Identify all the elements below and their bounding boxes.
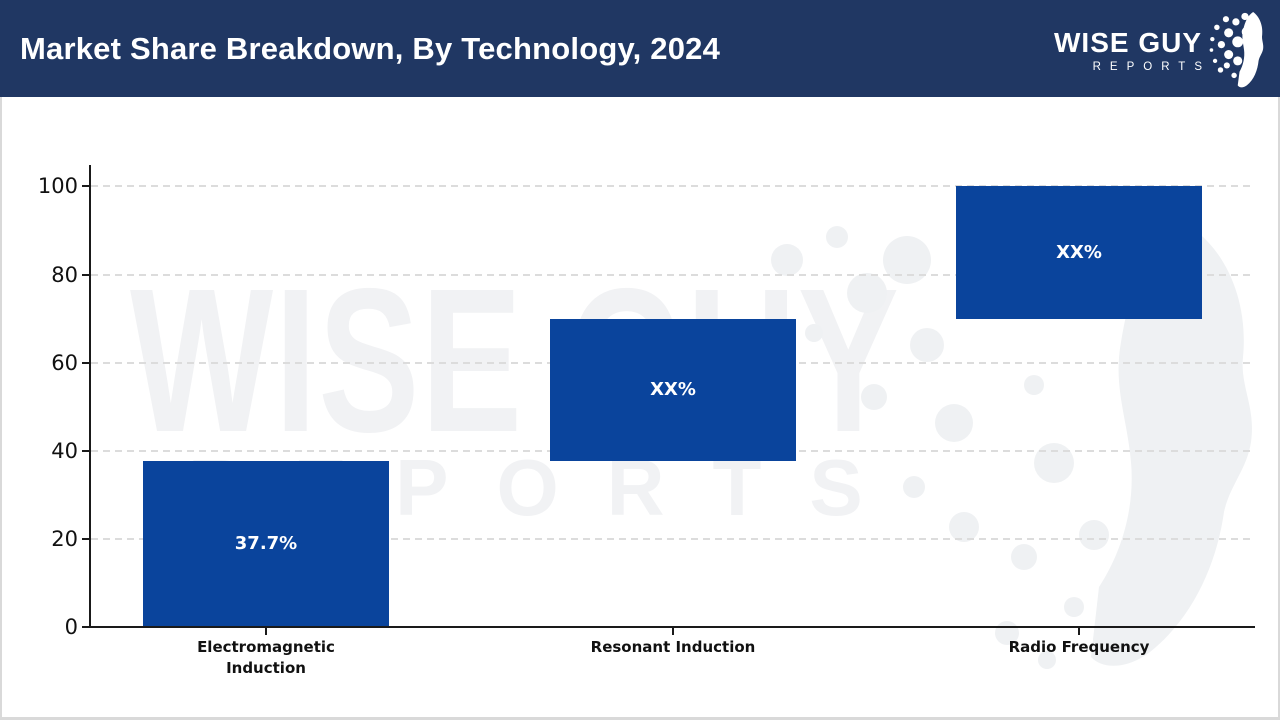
x-tickmark-2	[672, 628, 674, 635]
y-tickmark-20	[82, 537, 90, 540]
y-tick-label-100: 100	[37, 174, 78, 199]
y-tickmark-60	[82, 361, 90, 364]
logo-reports-label: REPORTS	[1092, 60, 1211, 73]
header-bar: Market Share Breakdown, By Technology, 2…	[0, 0, 1280, 97]
bar-1: 37.7%	[143, 460, 389, 627]
y-tick-label-20: 20	[51, 526, 78, 551]
y-tick-label-0: 0	[64, 615, 78, 639]
category-label: Electromagnetic Induction	[197, 638, 335, 677]
brand-logo-text: WISE GUY REPORTS	[1053, 26, 1202, 73]
category-label: Radio Frequency	[1008, 638, 1150, 656]
y-tickmark-80	[82, 273, 90, 276]
y-tick-label-80: 80	[51, 262, 78, 287]
y-tickmark-40	[82, 449, 90, 452]
dotted-face-profile-icon	[1209, 11, 1264, 88]
gridline-80	[91, 273, 1255, 276]
y-tick-label-40: 40	[51, 438, 78, 463]
brand-logo: WISE GUY REPORTS	[1054, 10, 1264, 90]
logo-wiseguy-label: WISE GUY	[1053, 26, 1202, 58]
gridline-20	[91, 537, 1255, 540]
x-tickmark-3	[1078, 628, 1080, 635]
page-title: Market Share Breakdown, By Technology, 2…	[20, 30, 721, 66]
gridline-100	[91, 185, 1255, 188]
category-label: Resonant Induction	[590, 638, 756, 656]
bar-value-label: 37.7%	[234, 533, 298, 555]
bar-value-label: XX%	[650, 379, 696, 401]
bar-value-label: XX%	[1056, 242, 1102, 264]
x-tickmark-1	[265, 628, 267, 635]
bar-3: XX%	[956, 186, 1202, 319]
y-tickmark-100	[82, 185, 90, 188]
y-tickmark-0	[82, 626, 90, 628]
y-tick-label-60: 60	[51, 350, 78, 375]
y-axis-spine	[89, 165, 91, 628]
x-axis-spine	[89, 626, 1255, 628]
bar-2: XX%	[550, 319, 796, 461]
